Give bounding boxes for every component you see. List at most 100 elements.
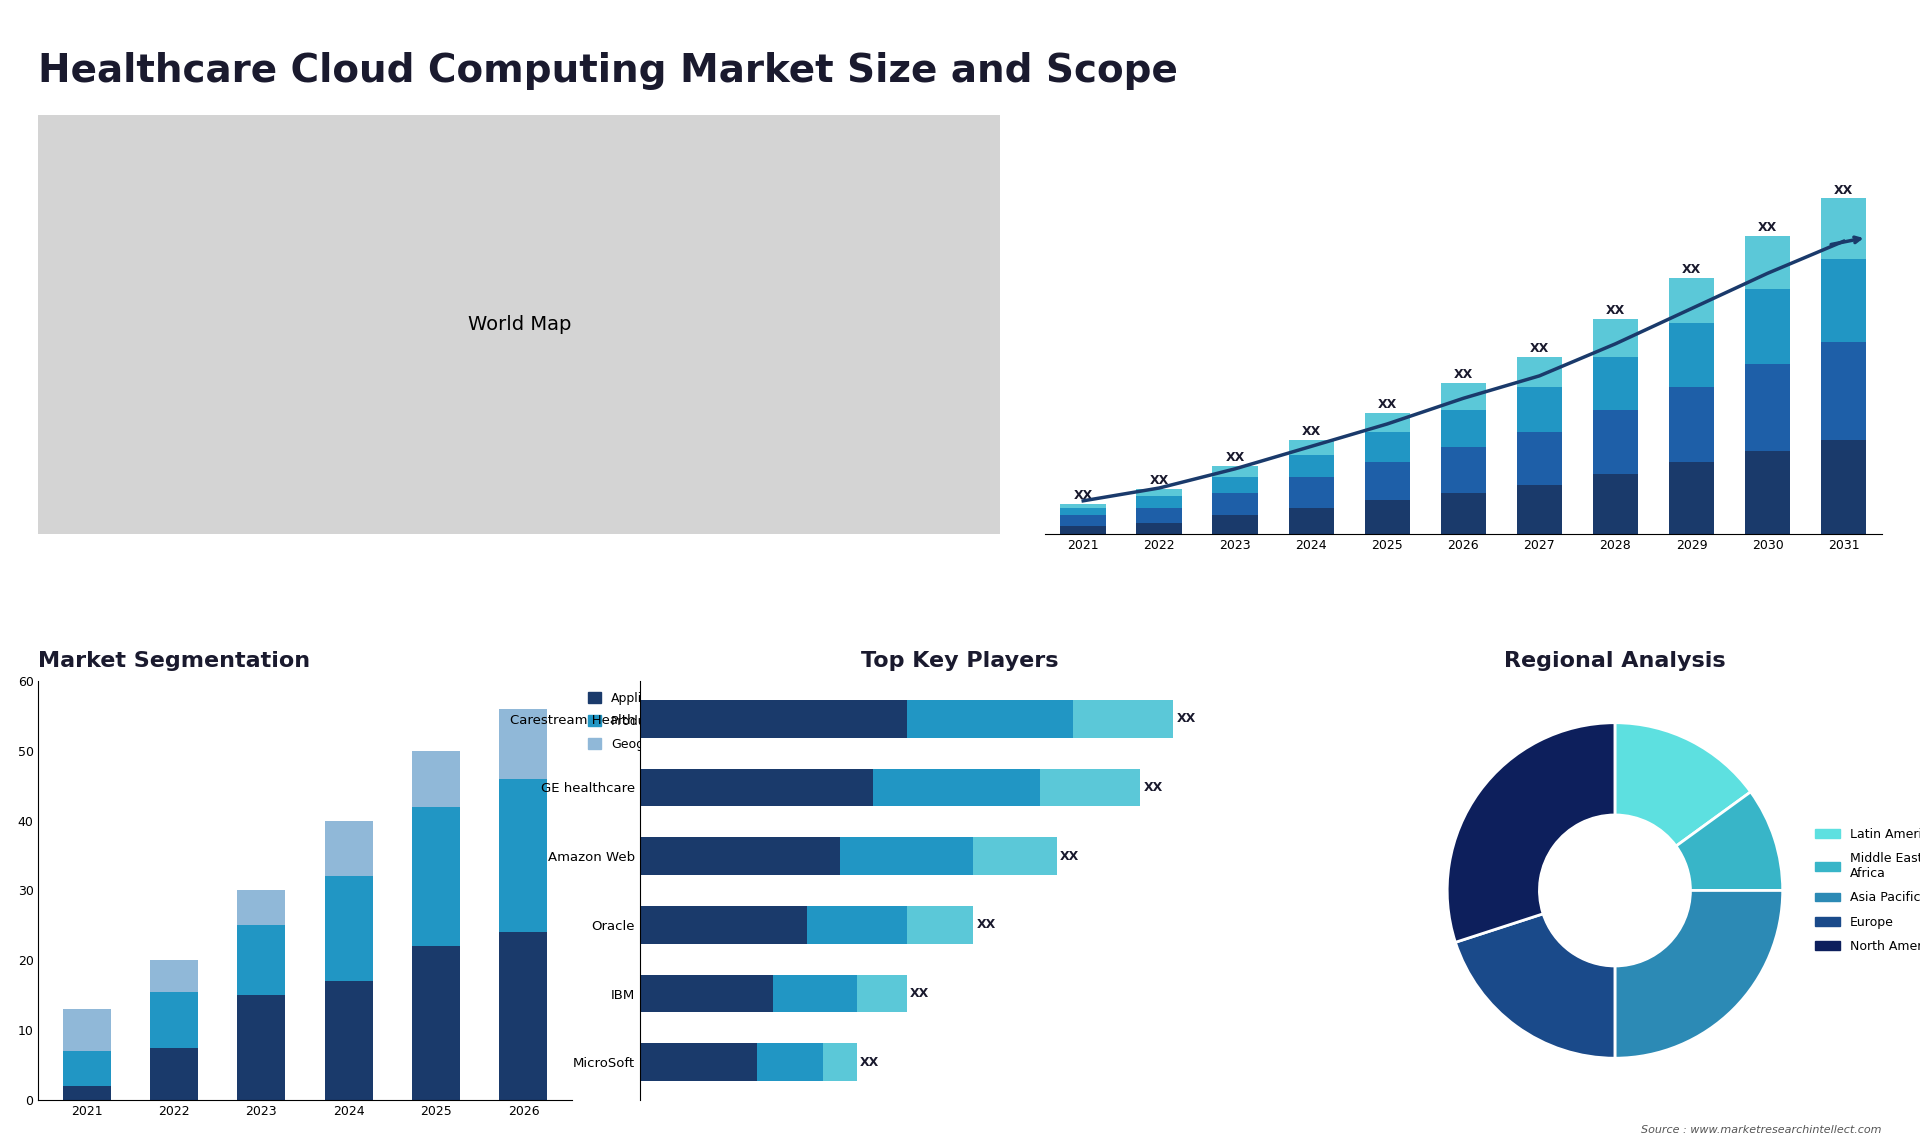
Bar xyxy=(1288,440,1334,455)
Title: Regional Analysis: Regional Analysis xyxy=(1503,651,1726,670)
Text: Source : www.marketresearchintellect.com: Source : www.marketresearchintellect.com xyxy=(1642,1124,1882,1135)
Bar xyxy=(973,838,1056,876)
Bar xyxy=(1517,485,1563,534)
Bar xyxy=(1288,455,1334,478)
Bar xyxy=(63,1051,111,1086)
Circle shape xyxy=(1540,815,1690,966)
Bar xyxy=(806,906,906,943)
Bar xyxy=(1745,236,1789,289)
Bar xyxy=(1745,364,1789,452)
Bar xyxy=(150,991,198,1047)
Title: Top Key Players: Top Key Players xyxy=(862,651,1058,670)
Bar xyxy=(639,1043,756,1081)
Text: Healthcare Cloud Computing Market Size and Scope: Healthcare Cloud Computing Market Size a… xyxy=(38,52,1179,89)
Legend: Latin America, Middle East &
Africa, Asia Pacific, Europe, North America: Latin America, Middle East & Africa, Asi… xyxy=(1811,823,1920,958)
Bar xyxy=(1594,473,1638,534)
Bar xyxy=(150,1047,198,1100)
Bar xyxy=(499,778,547,933)
Bar xyxy=(1213,493,1258,516)
Bar xyxy=(324,877,372,981)
Text: XX: XX xyxy=(1060,849,1079,863)
Text: XX: XX xyxy=(1177,712,1196,725)
Bar xyxy=(639,906,806,943)
Bar xyxy=(1288,508,1334,534)
Bar xyxy=(1594,356,1638,409)
Legend: Application, Product, Geography: Application, Product, Geography xyxy=(584,686,685,756)
Bar xyxy=(150,960,198,991)
Wedge shape xyxy=(1448,723,1615,942)
Bar xyxy=(1517,387,1563,432)
Bar xyxy=(1440,447,1486,493)
Bar xyxy=(639,838,841,876)
Bar xyxy=(1365,500,1409,534)
Bar xyxy=(238,996,286,1100)
Bar xyxy=(1288,478,1334,508)
Text: Market Segmentation: Market Segmentation xyxy=(38,651,311,670)
Bar xyxy=(1365,414,1409,432)
Text: XX: XX xyxy=(1530,342,1549,355)
Bar xyxy=(856,974,906,1012)
Bar xyxy=(1213,478,1258,493)
Bar xyxy=(1440,493,1486,534)
Bar xyxy=(1668,323,1715,387)
Bar xyxy=(499,708,547,778)
Bar xyxy=(499,933,547,1100)
Bar xyxy=(413,947,461,1100)
Bar xyxy=(1073,700,1173,738)
Bar xyxy=(238,926,286,996)
Text: XX: XX xyxy=(1834,183,1853,197)
Bar xyxy=(1060,526,1106,534)
Bar xyxy=(874,769,1041,807)
Text: XX: XX xyxy=(1142,780,1164,794)
Text: XX: XX xyxy=(1225,452,1244,464)
Bar xyxy=(639,769,874,807)
Bar xyxy=(841,838,973,876)
Wedge shape xyxy=(1455,913,1615,1058)
Bar xyxy=(1060,508,1106,516)
Text: XX: XX xyxy=(1073,489,1092,502)
Bar xyxy=(1137,523,1183,534)
Bar xyxy=(1668,387,1715,462)
Bar xyxy=(1060,516,1106,526)
Bar xyxy=(324,981,372,1100)
Bar xyxy=(63,1010,111,1051)
Bar xyxy=(1820,342,1866,440)
Bar xyxy=(324,821,372,877)
Bar xyxy=(1213,466,1258,478)
Bar xyxy=(1440,409,1486,447)
Bar xyxy=(1137,508,1183,523)
Bar xyxy=(1365,462,1409,500)
Text: XX: XX xyxy=(1759,221,1778,234)
Bar xyxy=(1365,432,1409,462)
Text: XX: XX xyxy=(1453,368,1473,382)
Text: World Map: World Map xyxy=(468,315,570,333)
Text: MARKET
RESEARCH
INTELLECT: MARKET RESEARCH INTELLECT xyxy=(1715,45,1780,81)
Wedge shape xyxy=(1676,792,1782,890)
Bar xyxy=(1041,769,1140,807)
Bar xyxy=(906,906,973,943)
Bar xyxy=(756,1043,824,1081)
Text: XX: XX xyxy=(1682,262,1701,276)
Bar xyxy=(1517,432,1563,485)
Text: XX: XX xyxy=(1302,425,1321,438)
Bar xyxy=(1137,496,1183,508)
Text: XX: XX xyxy=(860,1055,879,1069)
Text: M: M xyxy=(1645,60,1676,89)
Text: XX: XX xyxy=(1150,473,1169,487)
Text: XX: XX xyxy=(910,987,929,1000)
Bar xyxy=(1594,319,1638,356)
Bar xyxy=(1594,409,1638,473)
Bar xyxy=(774,974,856,1012)
Text: XX: XX xyxy=(1379,399,1398,411)
Bar xyxy=(639,974,774,1012)
Bar xyxy=(1820,259,1866,342)
Bar xyxy=(413,751,461,807)
Bar xyxy=(1137,488,1183,496)
Bar xyxy=(413,807,461,947)
Bar xyxy=(1668,462,1715,534)
Bar xyxy=(1060,504,1106,508)
Bar xyxy=(1745,452,1789,534)
Bar xyxy=(1745,289,1789,364)
Bar xyxy=(639,700,906,738)
Bar xyxy=(1213,516,1258,534)
